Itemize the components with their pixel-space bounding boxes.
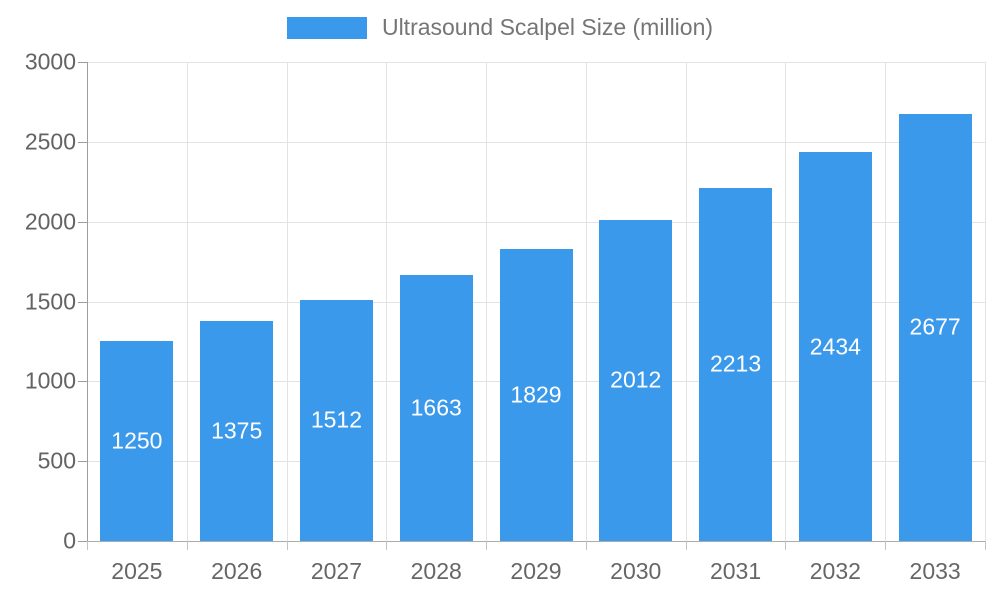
y-axis-tick-label: 1500 xyxy=(24,288,76,314)
gridline-vertical xyxy=(685,62,687,541)
x-axis-tick xyxy=(785,541,787,550)
bar-2025[interactable] xyxy=(100,341,173,541)
gridline-horizontal xyxy=(87,221,985,223)
gridline-vertical xyxy=(486,62,488,541)
gridline-vertical xyxy=(885,62,887,541)
x-axis-tick xyxy=(286,541,288,550)
y-axis-tick-label: 0 xyxy=(63,527,76,554)
bar-2031[interactable] xyxy=(699,187,772,541)
x-axis-tick-label: 2026 xyxy=(211,558,263,584)
x-axis-tick-label: 2028 xyxy=(410,558,462,584)
gridline-horizontal xyxy=(87,141,985,143)
bar-value-label: 2677 xyxy=(909,313,961,340)
x-axis-tick-label: 2029 xyxy=(510,558,562,584)
gridline-vertical xyxy=(785,62,787,541)
x-axis-tick-label: 2025 xyxy=(111,558,163,584)
legend[interactable]: Ultrasound Scalpel Size (million) xyxy=(0,14,1000,41)
bar-value-label: 1829 xyxy=(510,381,562,408)
gridline-horizontal xyxy=(87,62,985,63)
x-axis-tick xyxy=(486,541,488,550)
y-axis-tick-label: 1000 xyxy=(24,367,76,394)
x-axis-tick-label: 2030 xyxy=(610,558,662,584)
y-axis-tick xyxy=(78,381,87,383)
bar-2027[interactable] xyxy=(300,299,373,541)
x-axis-tick xyxy=(985,541,986,550)
bar-2028[interactable] xyxy=(400,275,473,541)
y-axis-tick xyxy=(78,461,87,463)
x-axis-tick xyxy=(685,541,687,550)
bar-value-label: 1250 xyxy=(111,427,163,454)
y-axis-tick xyxy=(78,541,87,542)
x-axis-tick-label: 2033 xyxy=(909,558,961,584)
x-axis-tick xyxy=(885,541,887,550)
x-axis-tick-label: 2027 xyxy=(310,558,363,584)
y-axis-tick xyxy=(78,221,87,223)
bar-2029[interactable] xyxy=(500,248,573,541)
x-axis-tick xyxy=(186,541,188,550)
x-axis-tick-label: 2032 xyxy=(809,558,861,584)
y-axis-tick-label: 2500 xyxy=(24,128,76,155)
bar-value-label: 2213 xyxy=(709,350,762,377)
bar-value-label: 1375 xyxy=(211,417,263,444)
y-axis-line xyxy=(87,62,88,541)
x-axis-tick xyxy=(585,541,587,550)
y-axis-tick-label: 500 xyxy=(37,447,76,474)
bar-value-label: 2012 xyxy=(610,366,662,393)
bar-value-label: 1663 xyxy=(410,394,462,421)
gridline-vertical xyxy=(186,62,188,541)
y-axis-tick-label: 3000 xyxy=(24,48,76,75)
legend-swatch xyxy=(286,16,367,39)
bar-value-label: 2434 xyxy=(809,333,861,360)
bar-2032[interactable] xyxy=(799,152,872,541)
y-axis-tick-label: 2000 xyxy=(24,208,76,235)
gridline-vertical xyxy=(985,62,986,541)
x-axis-tick xyxy=(87,541,88,550)
y-axis-tick xyxy=(78,141,87,143)
legend-label: Ultrasound Scalpel Size (million) xyxy=(381,14,714,40)
x-axis-tick-label: 2031 xyxy=(709,558,762,584)
bar-value-label: 1512 xyxy=(310,406,363,433)
bar-2033[interactable] xyxy=(899,113,972,541)
gridline-vertical xyxy=(386,62,388,541)
bar-2030[interactable] xyxy=(599,219,672,541)
x-axis-tick xyxy=(386,541,388,550)
y-axis-tick xyxy=(78,62,87,63)
gridline-vertical xyxy=(585,62,587,541)
y-axis-tick xyxy=(78,301,87,303)
bar-2026[interactable] xyxy=(200,321,273,541)
x-axis-line xyxy=(87,541,985,542)
gridline-vertical xyxy=(286,62,288,541)
